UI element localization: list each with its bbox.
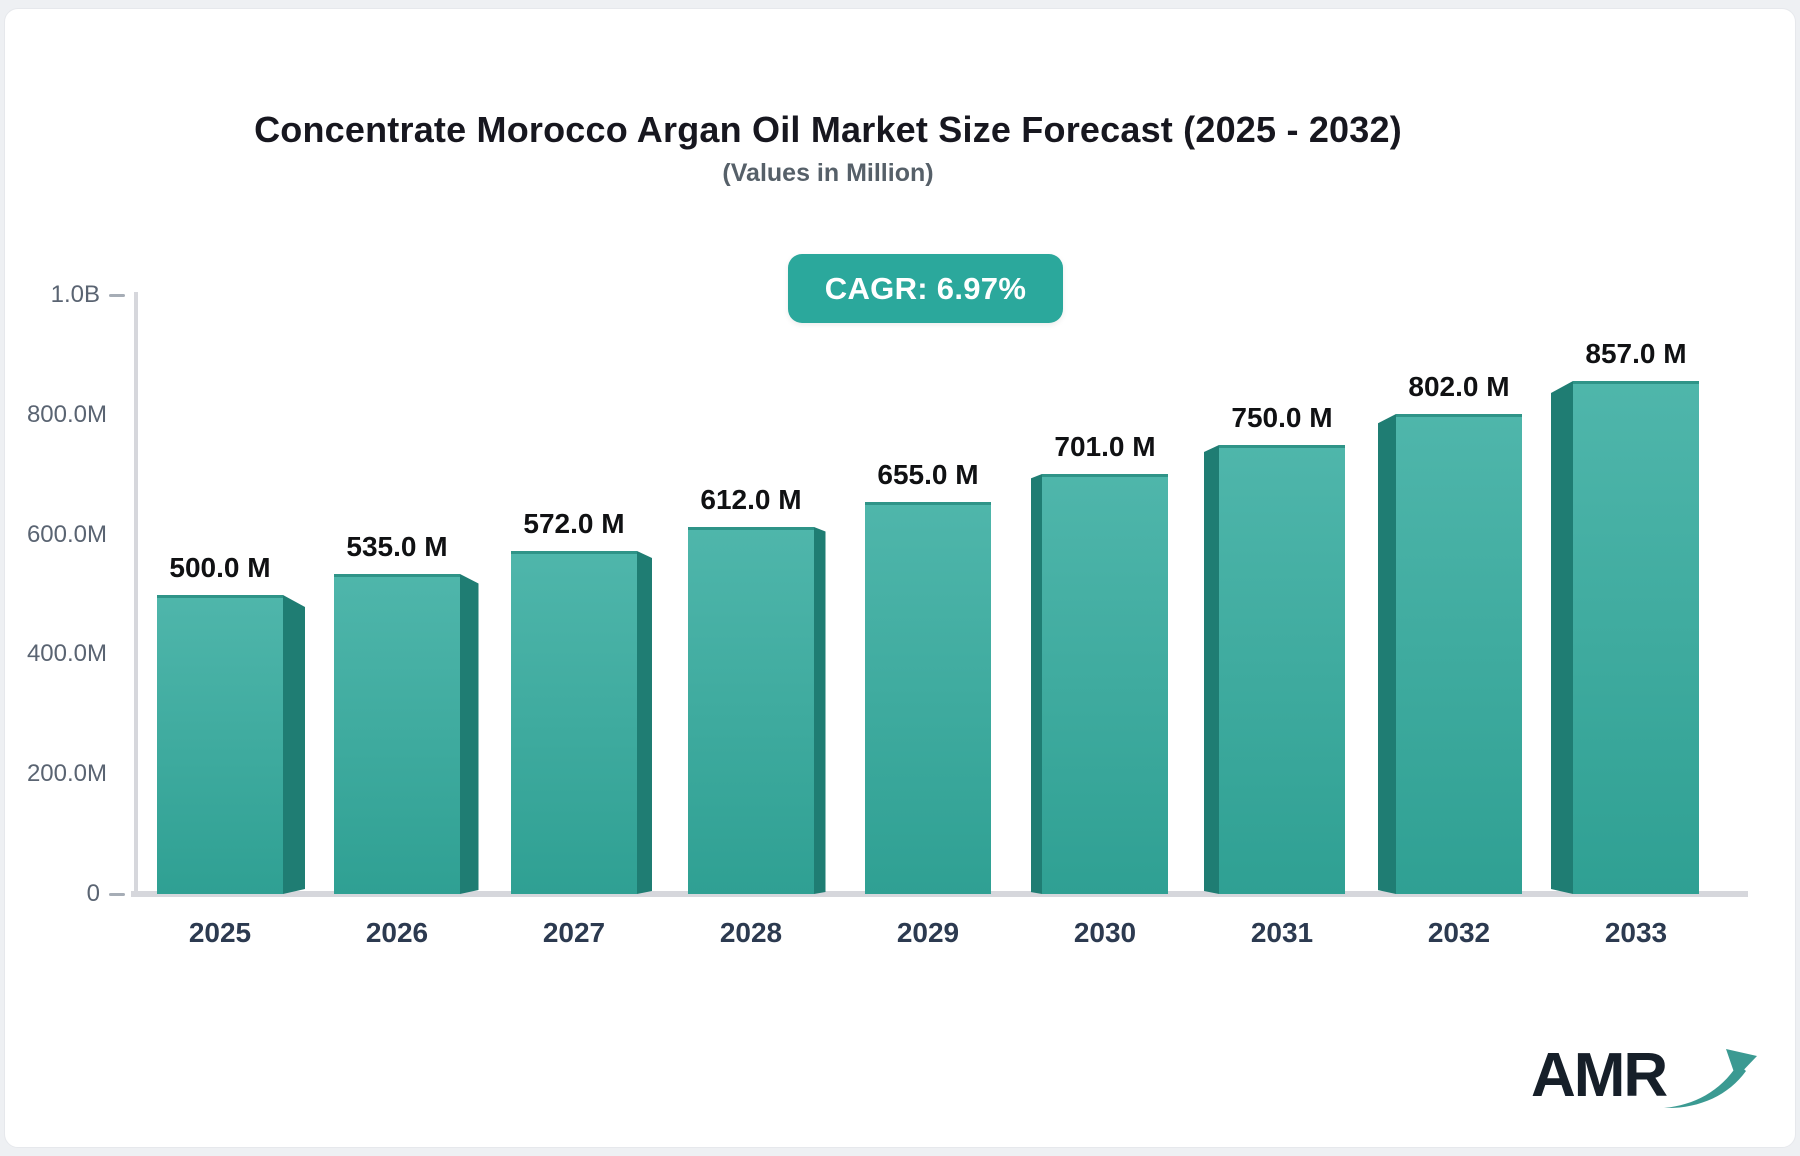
bar-value-label: 500.0 M <box>169 552 271 583</box>
y-tick-label: 200.0M <box>26 760 107 788</box>
bar-value-label: 535.0 M <box>346 531 448 562</box>
plot-area: 1.0B 800.0M 600.0M 400.0M 200.0M 0 500.0 M 535… <box>5 9 1797 1149</box>
y-tick-1.0B: 1.0B <box>5 280 125 310</box>
y-tick-label: 400.0M <box>26 640 107 668</box>
x-tick-2025: 2025 <box>188 917 252 948</box>
chart-card: Concentrate Morocco Argan Oil Market Siz… <box>4 8 1796 1148</box>
y-tick-0: 0 <box>5 879 125 909</box>
bar-value-label: 750.0 M <box>1231 402 1333 433</box>
bar-face <box>1573 381 1699 894</box>
bar-side-panel <box>1551 381 1573 894</box>
x-tick-2033: 2033 <box>1604 917 1668 948</box>
bar-side-panel <box>1378 414 1397 894</box>
x-tick-2032: 2032 <box>1427 917 1491 948</box>
x-tick-2028: 2028 <box>719 917 783 948</box>
bar-face <box>688 527 814 894</box>
bar-side-panel <box>283 595 305 894</box>
x-tick-2030: 2030 <box>1073 917 1137 948</box>
y-tick-400.0M: 400.0M <box>5 639 125 669</box>
bar-value-label: 857.0 M <box>1585 338 1687 369</box>
bar-value-label: 612.0 M <box>700 484 802 515</box>
bar-face <box>1042 474 1168 894</box>
bar-side-panel <box>460 574 479 894</box>
y-tick-dash <box>109 892 125 896</box>
bar-value-label: 802.0 M <box>1408 371 1510 402</box>
y-tick-label: 800.0M <box>26 400 107 428</box>
y-tick-dash <box>109 293 125 297</box>
cagr-badge-label: CAGR: 6.97% <box>824 270 1027 306</box>
bar-face <box>334 574 460 894</box>
chart-title: Concentrate Morocco Argan Oil Market Siz… <box>254 109 1402 150</box>
y-axis-line <box>134 292 138 897</box>
x-tick-2026: 2026 <box>365 917 429 948</box>
x-tick-2031: 2031 <box>1250 917 1314 948</box>
bar-side-panel <box>814 527 826 894</box>
y-tick-200.0M: 200.0M <box>5 759 125 789</box>
bar-face <box>1219 445 1345 894</box>
y-tick-label: 1.0B <box>50 281 100 308</box>
chart-subtitle: (Values in Million) <box>722 159 934 187</box>
y-tick-600.0M: 600.0M <box>5 520 125 550</box>
y-tick-label: 600.0M <box>26 520 107 548</box>
x-axis-line <box>131 891 1748 897</box>
bar-value-label: 572.0 M <box>523 508 625 539</box>
amr-logo-text: AMR <box>1531 1041 1668 1110</box>
bar-value-label: 655.0 M <box>877 459 979 490</box>
bar-side-panel <box>637 551 652 894</box>
cagr-badge: CAGR: 6.97% <box>788 254 1063 323</box>
growth-arrow-icon <box>1664 1049 1758 1109</box>
bar-face <box>1396 414 1522 894</box>
x-tick-2027: 2027 <box>542 917 606 948</box>
bar-value-label: 701.0 M <box>1054 431 1156 462</box>
bar-face <box>511 551 637 894</box>
x-tick-2029: 2029 <box>896 917 960 948</box>
y-tick-label: 0 <box>86 880 100 907</box>
y-tick-800.0M: 800.0M <box>5 400 125 430</box>
bar-face <box>865 502 991 894</box>
amr-logo: AMR <box>1531 1045 1766 1113</box>
bar-face <box>157 595 283 894</box>
bar-side-panel <box>1031 474 1043 894</box>
bar-side-panel <box>1204 445 1219 894</box>
